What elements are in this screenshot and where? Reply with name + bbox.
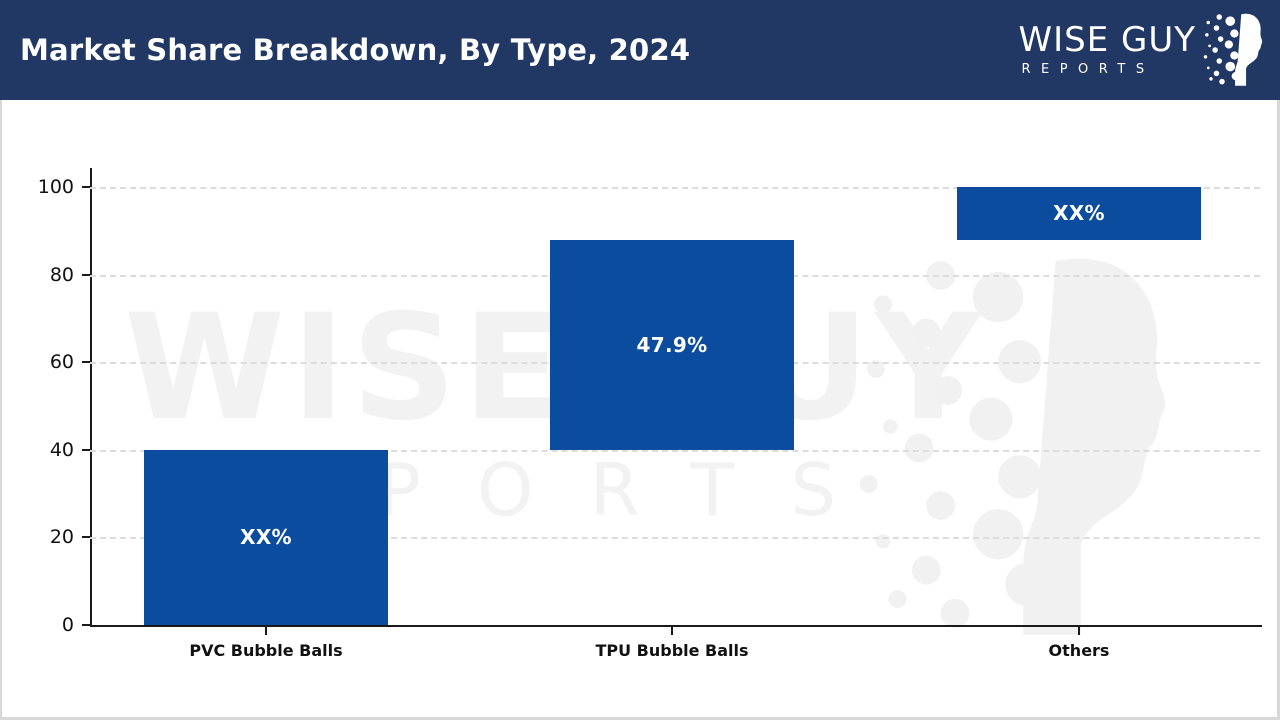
bar-value-label: 47.9%: [636, 332, 708, 357]
bar-pvc-bubble-balls: XX%: [144, 449, 388, 625]
y-tick-label-0: 0: [61, 614, 74, 636]
wise-guy-reports-logo: WISE GUY REPORTS: [1018, 6, 1266, 94]
x-category-label: Others: [1048, 641, 1110, 660]
y-tick-mark-40: [82, 448, 90, 451]
y-tick-mark-100: [82, 186, 90, 188]
y-tick-label-100: 100: [37, 176, 74, 198]
x-tick-mark-3: [1078, 627, 1080, 635]
y-tick-mark-0: [82, 624, 90, 626]
dot-face-logo-icon: [1203, 13, 1263, 86]
chart-area: WISE GUY REPORTS 0 20 40 60 80 100 XX% PVC Bubb…: [0, 100, 1280, 720]
gridline-y40: [90, 449, 1260, 452]
y-tick-mark-80: [82, 273, 90, 276]
y-tick-label-80: 80: [49, 263, 74, 286]
gridline-y100: [90, 187, 1260, 189]
x-tick-mark-2: [671, 627, 673, 635]
logo-name: WISE GUY: [1018, 20, 1196, 61]
logo-text: WISE GUY REPORTS: [1018, 20, 1196, 77]
gridline-y20: [90, 537, 1260, 540]
bar-value-label: XX%: [240, 525, 292, 550]
page-title: Market Share Breakdown, By Type, 2024: [20, 33, 691, 67]
x-tick-mark-1: [265, 627, 267, 635]
header-bar: Market Share Breakdown, By Type, 2024 WI…: [0, 0, 1280, 100]
bar-others: XX%: [957, 187, 1201, 240]
plot-axes: [90, 168, 1262, 627]
bar-value-label: XX%: [1053, 201, 1105, 226]
y-tick-mark-20: [82, 536, 90, 539]
y-tick-label-40: 40: [49, 438, 74, 461]
y-tick-label-60: 60: [49, 351, 74, 374]
x-category-label: PVC Bubble Balls: [189, 641, 343, 660]
logo-subtitle: REPORTS: [1021, 61, 1155, 77]
y-tick-label-20: 20: [49, 526, 74, 549]
bar-tpu-bubble-balls: 47.9%: [550, 239, 794, 450]
y-tick-mark-60: [82, 361, 90, 364]
x-category-label: TPU Bubble Balls: [595, 641, 749, 660]
